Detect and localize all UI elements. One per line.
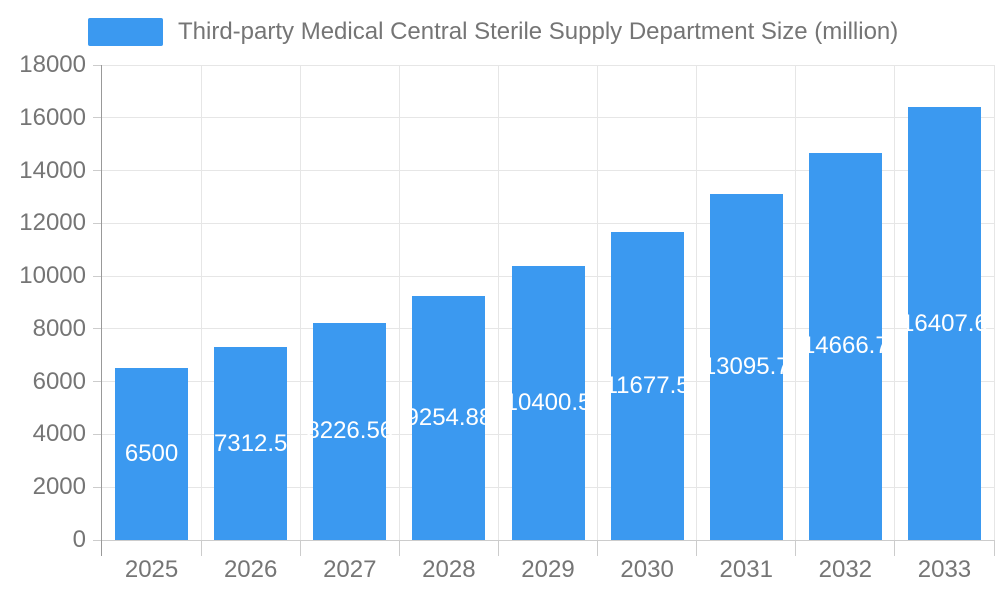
bar-data-label: 8226.56: [306, 417, 394, 445]
x-axis-tick-label: 2027: [323, 556, 377, 583]
bar-data-label: 13095.7: [702, 353, 790, 381]
bar-data-label: 16407.6: [901, 309, 988, 337]
y-axis-tick-label: 12000: [19, 209, 86, 237]
bar-2026[interactable]: [214, 347, 288, 540]
x-axis-tick: [200, 540, 202, 556]
y-axis-tick: [93, 486, 101, 488]
y-axis-tick: [93, 275, 101, 277]
vertical-gridline: [597, 65, 599, 540]
x-axis-tick: [497, 540, 499, 556]
bar-data-label: 10400.5: [504, 388, 592, 416]
x-axis-tick-label: 2029: [521, 556, 575, 583]
bar-2033[interactable]: [907, 107, 981, 540]
x-axis-tick-label: 2031: [719, 556, 773, 583]
bar-data-label: 9254.88: [405, 403, 493, 431]
y-axis-tick: [93, 328, 101, 330]
legend-swatch[interactable]: [88, 18, 163, 46]
x-axis-tick-label: 2030: [620, 556, 674, 583]
vertical-gridline: [894, 65, 896, 540]
y-axis-tick-label: 0: [72, 526, 86, 553]
y-axis-tick-label: 14000: [19, 156, 86, 184]
x-axis-tick: [299, 540, 301, 556]
y-axis-tick-label: 8000: [32, 314, 86, 342]
bar-2028[interactable]: [412, 295, 486, 540]
vertical-gridline: [200, 65, 202, 540]
bar-2030[interactable]: [610, 231, 684, 540]
x-axis-tick-label: 2025: [124, 556, 179, 583]
x-axis-tick-label: 2026: [223, 556, 278, 583]
y-axis-line: [101, 65, 102, 556]
bar-2025[interactable]: [115, 368, 189, 540]
y-axis-tick: [93, 539, 101, 541]
x-axis-tick-label: 2028: [422, 556, 476, 583]
vertical-gridline: [398, 65, 400, 540]
bar-2032[interactable]: [808, 152, 882, 540]
x-axis-tick: [894, 540, 896, 556]
bar-data-label: 7312.5: [213, 429, 288, 457]
y-axis-tick-label: 6000: [32, 367, 86, 395]
x-axis-tick: [597, 540, 599, 556]
x-axis-tick-label: 2032: [818, 556, 873, 583]
horizontal-gridline: [102, 117, 994, 119]
y-axis-tick: [93, 433, 101, 435]
bar-data-label: 14666.7: [801, 332, 889, 360]
y-axis-tick-label: 16000: [19, 103, 86, 131]
y-axis-tick-label: 10000: [19, 262, 86, 290]
y-axis-tick-label: 4000: [32, 420, 86, 448]
bar-data-label: 11677.5: [604, 371, 690, 399]
vertical-gridline: [993, 65, 995, 540]
vertical-gridline: [696, 65, 698, 540]
y-axis-tick: [93, 381, 101, 383]
bar-2027[interactable]: [313, 322, 387, 540]
x-axis-tick: [993, 540, 995, 556]
y-axis-tick: [93, 170, 101, 172]
legend[interactable]: Third-party Medical Central Sterile Supp…: [88, 18, 898, 46]
bar-data-label: 6500: [124, 440, 179, 468]
vertical-gridline: [795, 65, 797, 540]
bar-2029[interactable]: [511, 265, 585, 540]
y-axis-tick: [93, 222, 101, 224]
bar-2031[interactable]: [709, 194, 783, 540]
x-axis-tick: [696, 540, 698, 556]
vertical-gridline: [497, 65, 499, 540]
horizontal-gridline: [102, 64, 994, 66]
x-axis-tick: [398, 540, 400, 556]
y-axis-tick: [93, 64, 101, 66]
y-axis-tick: [93, 117, 101, 119]
y-axis-tick-label: 2000: [32, 473, 86, 501]
x-axis-tick-label: 2033: [917, 556, 972, 583]
x-axis-tick: [795, 540, 797, 556]
y-axis-tick-label: 18000: [19, 51, 86, 78]
legend-label[interactable]: Third-party Medical Central Sterile Supp…: [178, 18, 899, 45]
vertical-gridline: [299, 65, 301, 540]
